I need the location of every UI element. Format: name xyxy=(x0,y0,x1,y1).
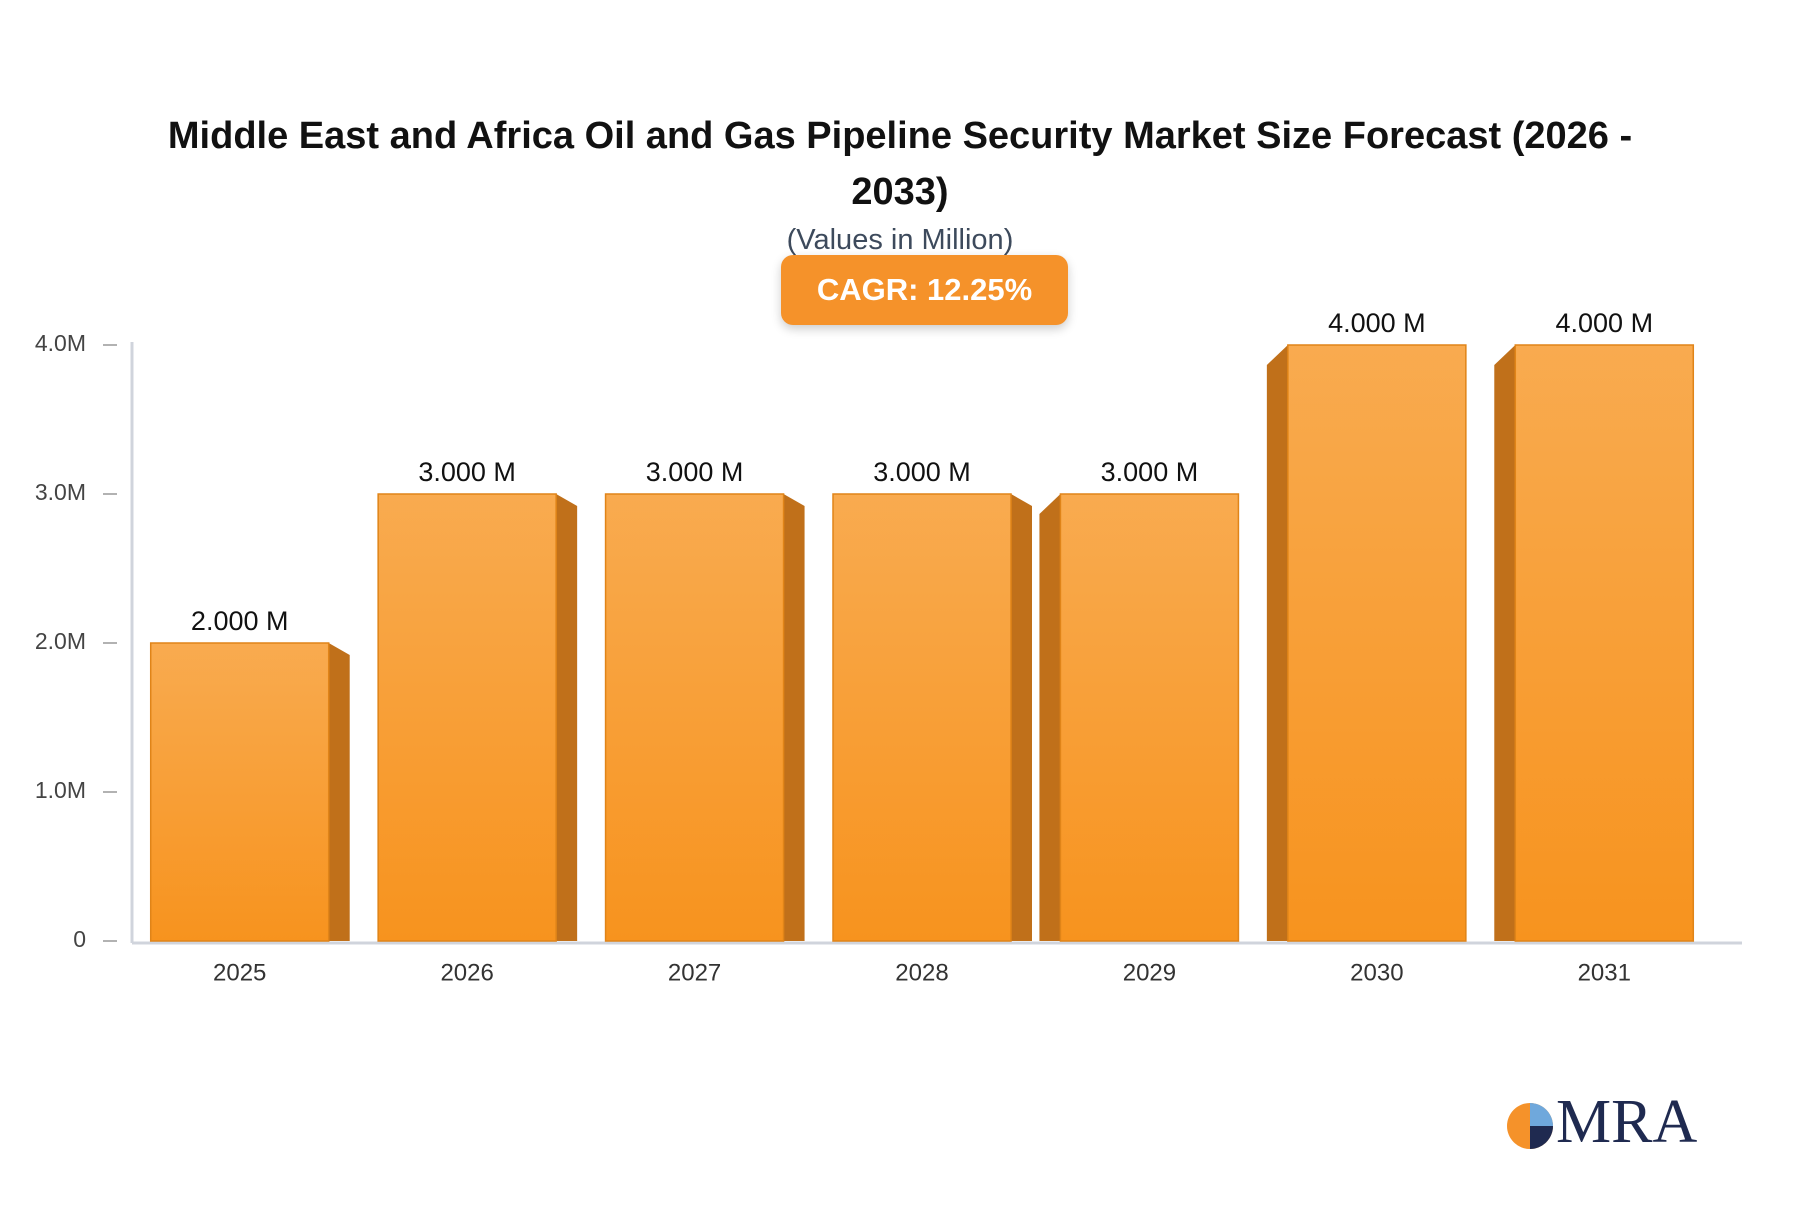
bar xyxy=(604,493,785,942)
x-tick-label: 2026 xyxy=(440,959,493,986)
value-label: 3.000 M xyxy=(873,457,971,487)
y-tick-label: 0 xyxy=(73,926,86,952)
bar xyxy=(1287,344,1467,942)
y-tick-label: 3.0M xyxy=(35,479,86,505)
value-label: 2.000 M xyxy=(191,606,289,636)
y-tick-label: 1.0M xyxy=(35,777,86,803)
bar-side xyxy=(328,643,350,941)
y-tick-label: 2.0M xyxy=(35,628,86,654)
logo-icon-slice xyxy=(1530,1126,1553,1149)
chart-subtitle: (Values in Million) xyxy=(786,224,1014,256)
value-label: 4.000 M xyxy=(1556,308,1654,338)
bar-side xyxy=(1011,494,1032,941)
value-label: 4.000 M xyxy=(1328,308,1426,338)
bar-side xyxy=(1039,494,1061,941)
bar xyxy=(1514,344,1695,942)
bar xyxy=(377,493,557,942)
value-label: 3.000 M xyxy=(418,457,516,487)
bar xyxy=(149,642,330,942)
x-tick-label: 2028 xyxy=(895,959,948,986)
logo-icon-slice xyxy=(1530,1103,1553,1126)
x-tick-label: 2031 xyxy=(1578,959,1631,986)
y-tick-label: 4.0M xyxy=(35,330,86,356)
bar-side xyxy=(556,494,578,941)
x-tick-label: 2027 xyxy=(668,959,721,986)
chart-title: Middle East and Africa Oil and Gas Pipel… xyxy=(167,115,1633,213)
bar-side xyxy=(783,494,805,941)
bar xyxy=(832,493,1012,942)
bar xyxy=(1059,493,1240,942)
value-label: 3.000 M xyxy=(646,457,744,487)
cagr-badge: CAGR: 12.25% xyxy=(781,255,1068,325)
logo: MRA xyxy=(1556,1088,1697,1156)
bar-side xyxy=(1494,345,1516,941)
bar-side xyxy=(1266,345,1288,941)
value-label: 3.000 M xyxy=(1101,457,1199,487)
x-tick-label: 2030 xyxy=(1350,959,1403,986)
x-tick-label: 2025 xyxy=(213,959,266,986)
x-tick-label: 2029 xyxy=(1123,959,1176,986)
